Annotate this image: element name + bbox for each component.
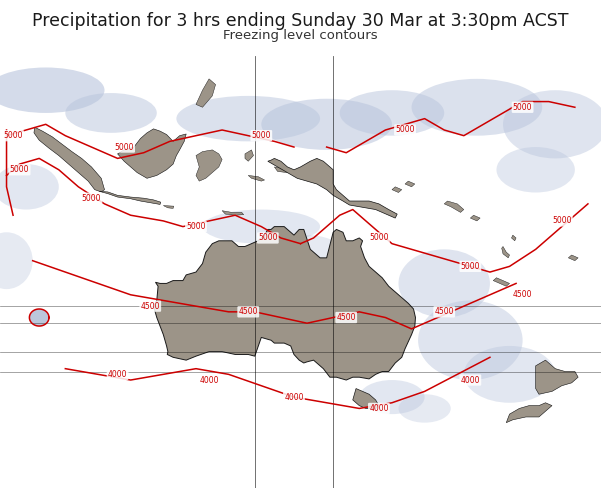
Polygon shape [392,187,401,192]
Polygon shape [248,176,264,181]
Polygon shape [569,255,578,261]
Polygon shape [118,129,186,178]
Polygon shape [34,127,105,192]
Ellipse shape [359,380,425,414]
Text: 4500: 4500 [239,307,258,316]
Ellipse shape [464,346,555,403]
Text: 5000: 5000 [395,125,415,135]
Ellipse shape [0,232,32,289]
Ellipse shape [261,99,392,150]
Text: 4000: 4000 [369,404,389,413]
Text: 4500: 4500 [513,290,532,299]
Text: 4500: 4500 [435,307,454,316]
Ellipse shape [29,309,49,326]
Text: 5000: 5000 [114,142,134,152]
Polygon shape [99,191,160,204]
Ellipse shape [0,164,59,209]
Text: 5000: 5000 [513,103,532,112]
Text: 5000: 5000 [252,131,271,140]
Polygon shape [471,215,480,221]
Polygon shape [275,167,287,173]
Polygon shape [353,388,379,408]
Polygon shape [502,246,510,258]
Text: 4500: 4500 [337,313,356,322]
Text: 5000: 5000 [4,131,23,140]
Ellipse shape [176,96,320,142]
Text: 5000: 5000 [552,216,572,225]
Polygon shape [222,211,243,215]
Polygon shape [444,201,464,212]
Ellipse shape [203,209,320,244]
Ellipse shape [418,301,523,380]
Text: 5000: 5000 [460,262,480,271]
Ellipse shape [496,147,575,192]
Text: 4000: 4000 [460,376,480,385]
Text: 4000: 4000 [200,376,219,385]
Polygon shape [493,278,510,286]
Text: 5000: 5000 [258,233,278,243]
Text: Freezing level contours: Freezing level contours [223,29,378,42]
Ellipse shape [340,90,444,136]
Ellipse shape [275,235,340,264]
Polygon shape [535,360,578,394]
Polygon shape [506,403,552,423]
Text: 4000: 4000 [284,392,304,402]
Text: 5000: 5000 [10,165,29,174]
Ellipse shape [398,249,490,318]
Polygon shape [405,181,415,187]
Polygon shape [511,235,516,241]
Ellipse shape [0,67,105,113]
Polygon shape [163,205,174,208]
Ellipse shape [66,93,157,133]
Polygon shape [196,150,222,181]
Polygon shape [245,150,254,161]
Text: 5000: 5000 [369,233,389,243]
Text: Precipitation for 3 hrs ending Sunday 30 Mar at 3:30pm ACST: Precipitation for 3 hrs ending Sunday 30… [32,12,569,30]
Ellipse shape [412,79,542,136]
Polygon shape [196,79,216,107]
Text: 4500: 4500 [141,302,160,311]
Text: 5000: 5000 [82,194,101,203]
Polygon shape [153,226,415,380]
Polygon shape [268,159,397,218]
Text: 5000: 5000 [186,222,206,231]
Ellipse shape [503,90,601,159]
Text: 4000: 4000 [108,370,127,379]
Ellipse shape [398,394,451,423]
